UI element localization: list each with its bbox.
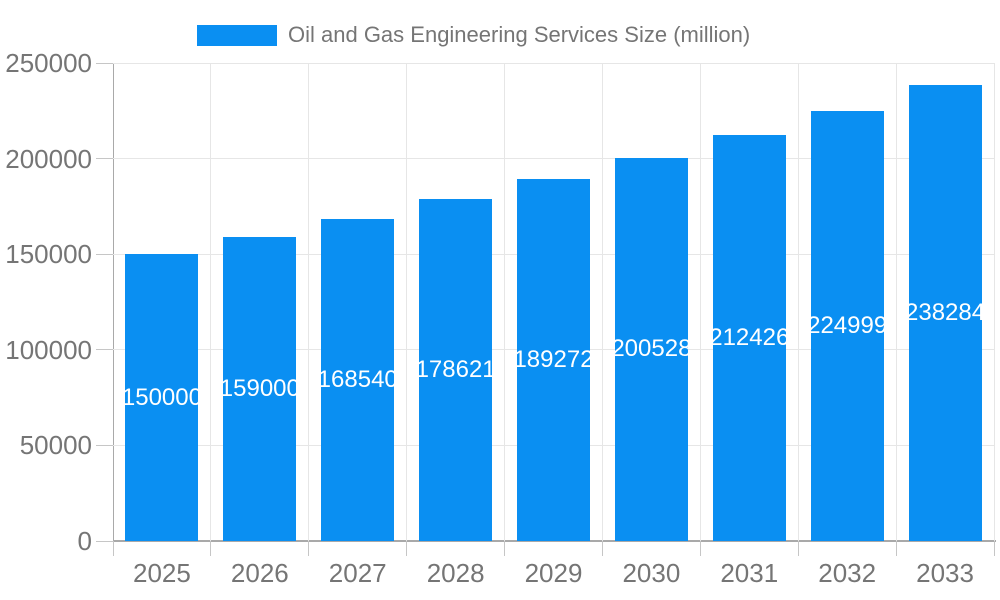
y-tick-label: 0: [77, 526, 92, 556]
y-tick-label: 50000: [19, 430, 92, 461]
x-tick-label: 2033: [916, 558, 974, 588]
x-tick: [112, 541, 114, 556]
x-tick-label: 2026: [230, 558, 289, 588]
y-tick-label: 250000: [5, 48, 92, 78]
bar-2028[interactable]: 178621: [419, 199, 493, 541]
x-tick-label: 2025: [133, 558, 191, 588]
bar-2030[interactable]: 200528: [614, 157, 688, 541]
x-tick-label: 2031: [720, 558, 779, 588]
x-tick-label: 2028: [426, 558, 485, 588]
bar-value-label: 212426: [712, 323, 786, 351]
x-tick: [406, 541, 408, 556]
y-tick: [96, 158, 113, 160]
bar-value-label: 159000: [223, 374, 297, 402]
v-gridline: [504, 63, 506, 541]
bar-value-label: 224999: [810, 311, 884, 339]
v-gridline: [210, 63, 212, 541]
legend-series-label[interactable]: Oil and Gas Engineering Services Size (m…: [288, 22, 751, 47]
v-gridline: [699, 63, 701, 541]
y-tick: [96, 349, 113, 351]
v-gridline: [797, 63, 799, 541]
v-gridline: [993, 63, 995, 541]
v-gridline: [601, 63, 603, 541]
bar-2029[interactable]: 189272: [517, 179, 590, 541]
x-tick: [699, 541, 701, 556]
x-tick-label: 2030: [622, 558, 681, 588]
x-axis-line: [113, 540, 996, 542]
y-tick: [96, 444, 113, 446]
bar-2032[interactable]: 224999: [810, 110, 884, 541]
x-tick: [993, 541, 995, 556]
x-tick: [210, 541, 212, 556]
x-tick: [504, 541, 506, 556]
x-tick: [308, 541, 310, 556]
x-tick-label: 2029: [524, 558, 583, 588]
bar-2033[interactable]: 238284: [908, 85, 982, 541]
y-tick-label: 150000: [5, 239, 92, 270]
bar-value-label: 238284: [908, 299, 982, 327]
y-tick-label: 100000: [5, 334, 92, 365]
legend[interactable]: Oil and Gas Engineering Services Size (m…: [197, 22, 750, 48]
bar-2031[interactable]: 212426: [712, 134, 786, 541]
legend-swatch[interactable]: [197, 24, 277, 46]
y-axis-line: [113, 63, 114, 541]
x-tick: [895, 541, 897, 556]
x-tick: [797, 541, 799, 556]
bar-value-label: 189272: [517, 346, 590, 374]
bar-value-label: 168540: [321, 365, 395, 393]
y-tick-label: 200000: [5, 143, 92, 174]
h-gridline: [113, 62, 994, 64]
x-tick-label: 2032: [818, 558, 877, 588]
x-tick-label: 2027: [328, 558, 387, 588]
bar-value-label: 200528: [614, 335, 688, 363]
h-gridline: [113, 158, 994, 160]
y-tick: [96, 253, 113, 255]
bar-value-label: 150000: [125, 383, 199, 411]
v-gridline: [895, 63, 897, 541]
y-tick: [96, 62, 113, 64]
y-tick: [96, 540, 113, 542]
bar-2025[interactable]: 150000: [125, 254, 199, 541]
v-gridline: [406, 63, 408, 541]
x-tick: [601, 541, 603, 556]
bar-2027[interactable]: 168540: [321, 218, 395, 541]
bar-value-label: 178621: [419, 356, 493, 384]
bar-2026[interactable]: 159000: [223, 236, 297, 541]
v-gridline: [308, 63, 310, 541]
